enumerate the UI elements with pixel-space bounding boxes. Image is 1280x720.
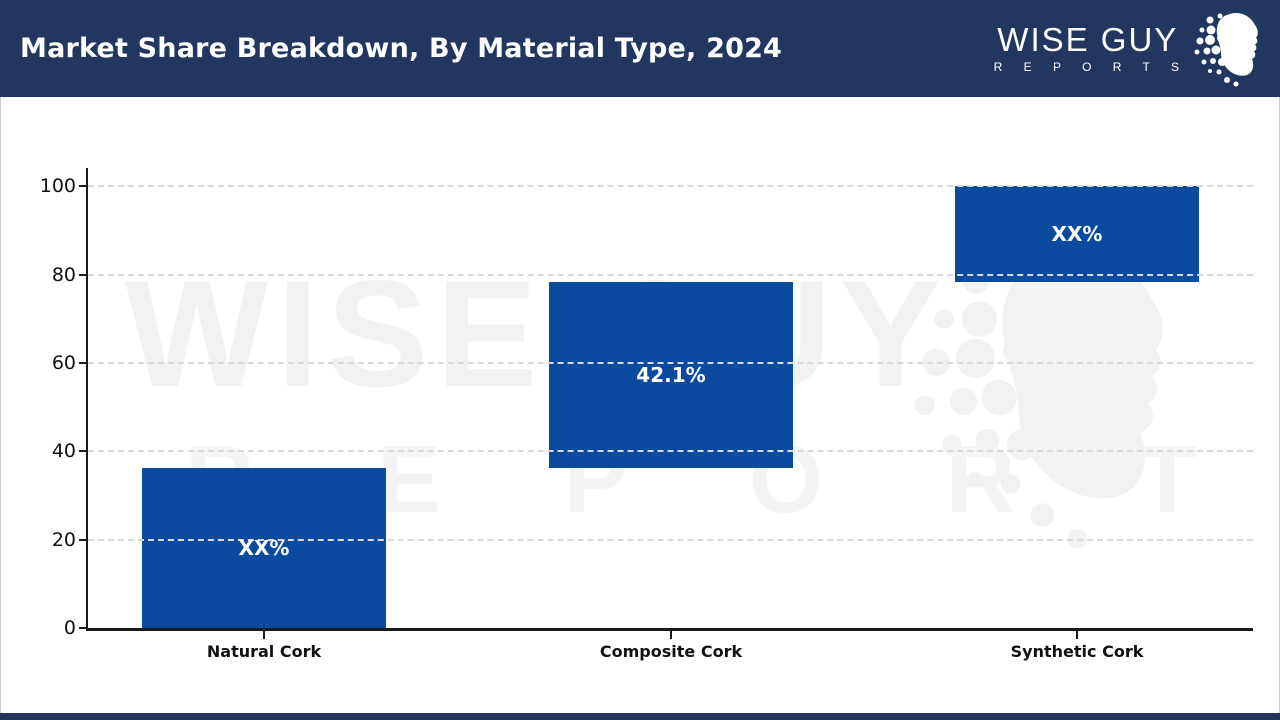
y-tick-mark [79, 538, 86, 541]
bar-value-label: XX% [1051, 222, 1103, 247]
y-tick-mark [79, 362, 86, 365]
y-tick-mark [79, 273, 86, 276]
x-tick-label-composite-cork: Composite Cork [599, 642, 743, 661]
bar-value-label: XX% [238, 535, 290, 560]
y-tick-label: 100 [39, 175, 76, 198]
gridline-y-60 [88, 362, 1253, 365]
logo-text: WISE GUY R E P O R T S [988, 23, 1188, 74]
bar-value-label: 42.1% [636, 362, 706, 387]
chart-title: Market Share Breakdown, By Material Type… [20, 33, 783, 64]
x-tick-mark [670, 631, 672, 639]
bar-synthetic-cork [955, 186, 1199, 282]
gridline-y-20 [88, 538, 1253, 541]
header-banner: Market Share Breakdown, By Material Type… [0, 0, 1280, 97]
x-tick-mark [263, 631, 265, 639]
wise-guy-logo: WISE GUY R E P O R T S [988, 8, 1280, 90]
y-tick-label: 0 [63, 617, 76, 639]
watermark-wordmark: WISE GUY [125, 249, 950, 419]
logo-subtitle: R E P O R T S [993, 60, 1188, 74]
bar-composite-cork [549, 281, 793, 468]
gridline-y-100 [88, 185, 1253, 188]
watermark-face-icon [914, 252, 1163, 549]
y-tick-label: 20 [51, 528, 76, 551]
gridline-y-80 [88, 273, 1253, 276]
y-tick-mark [79, 627, 86, 629]
x-tick-label-natural-cork: Natural Cork [206, 642, 322, 661]
y-tick-mark [79, 450, 86, 453]
y-tick-label: 40 [51, 440, 76, 463]
y-tick-label: 80 [51, 263, 76, 286]
x-tick-label-synthetic-cork: Synthetic Cork [1010, 642, 1144, 661]
footer-bar [0, 713, 1280, 720]
bar-natural-cork [142, 467, 386, 628]
x-tick-mark [1076, 631, 1078, 639]
y-tick-mark [79, 185, 86, 188]
logo-face-icon [1194, 12, 1258, 86]
x-axis-line [86, 628, 1253, 631]
logo-wordmark: WISE GUY [997, 21, 1179, 58]
gridline-y-40 [88, 450, 1253, 453]
y-axis-line [86, 168, 88, 631]
y-tick-label: 60 [51, 352, 76, 375]
